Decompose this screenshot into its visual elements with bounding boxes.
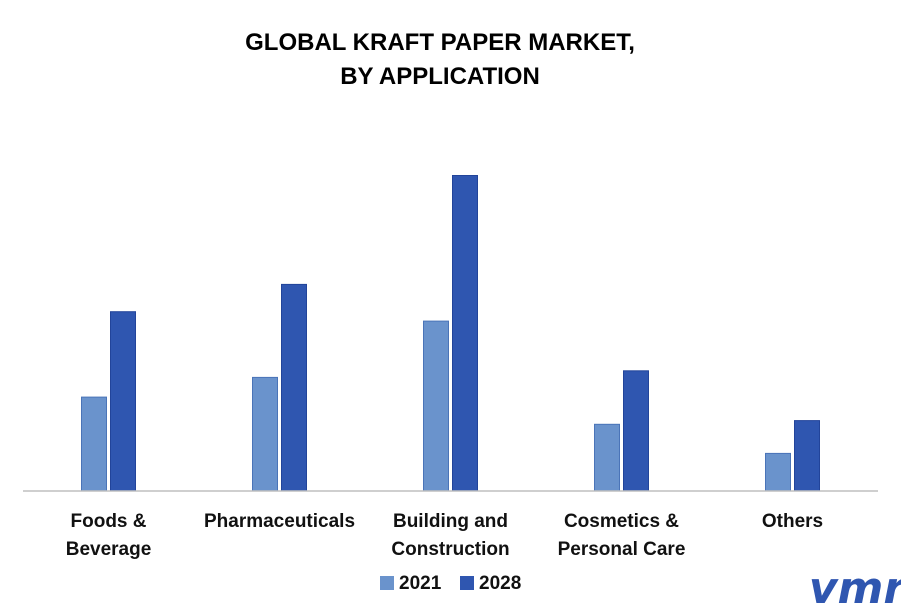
bar-group — [81, 175, 820, 492]
category-label-1-0: Pharmaceuticals — [204, 511, 355, 532]
chart-title: GLOBAL KRAFT PAPER MARKET, BY APPLICATIO… — [245, 29, 635, 90]
category-label-3-0: Cosmetics & — [564, 511, 679, 532]
legend: 2021 2028 — [380, 573, 521, 594]
category-label-4-0: Others — [762, 511, 823, 532]
bar-2021-3 — [594, 423, 620, 492]
bar-2021-0 — [81, 396, 107, 492]
chart-title-line-2: BY APPLICATION — [340, 63, 540, 90]
bar-2021-2 — [423, 320, 449, 492]
bar-2021-4 — [765, 452, 791, 492]
legend-label-2028: 2028 — [479, 573, 521, 594]
vmr-logo: vmr — [809, 563, 901, 614]
bar-2028-3 — [623, 370, 649, 492]
category-labels: Foods & Beverage Pharmaceuticals Building a… — [66, 511, 823, 560]
category-label-3-1: Personal Care — [558, 539, 686, 560]
legend-swatch-2028 — [460, 576, 474, 590]
category-label-0-1: Beverage — [66, 539, 152, 560]
bar-2028-2 — [452, 175, 478, 492]
category-label-0-0: Foods & — [71, 511, 147, 532]
bar-2028-4 — [794, 420, 820, 492]
bar-2028-1 — [281, 283, 307, 492]
chart-title-line-1: GLOBAL KRAFT PAPER MARKET, — [245, 29, 635, 56]
legend-swatch-2021 — [380, 576, 394, 590]
bar-2021-1 — [252, 376, 278, 492]
category-label-2-1: Construction — [391, 539, 509, 560]
category-label-2-0: Building and — [393, 511, 508, 532]
legend-label-2021: 2021 — [399, 573, 442, 594]
vmr-logo-text: vmr — [809, 563, 901, 614]
bar-2028-0 — [110, 311, 136, 492]
